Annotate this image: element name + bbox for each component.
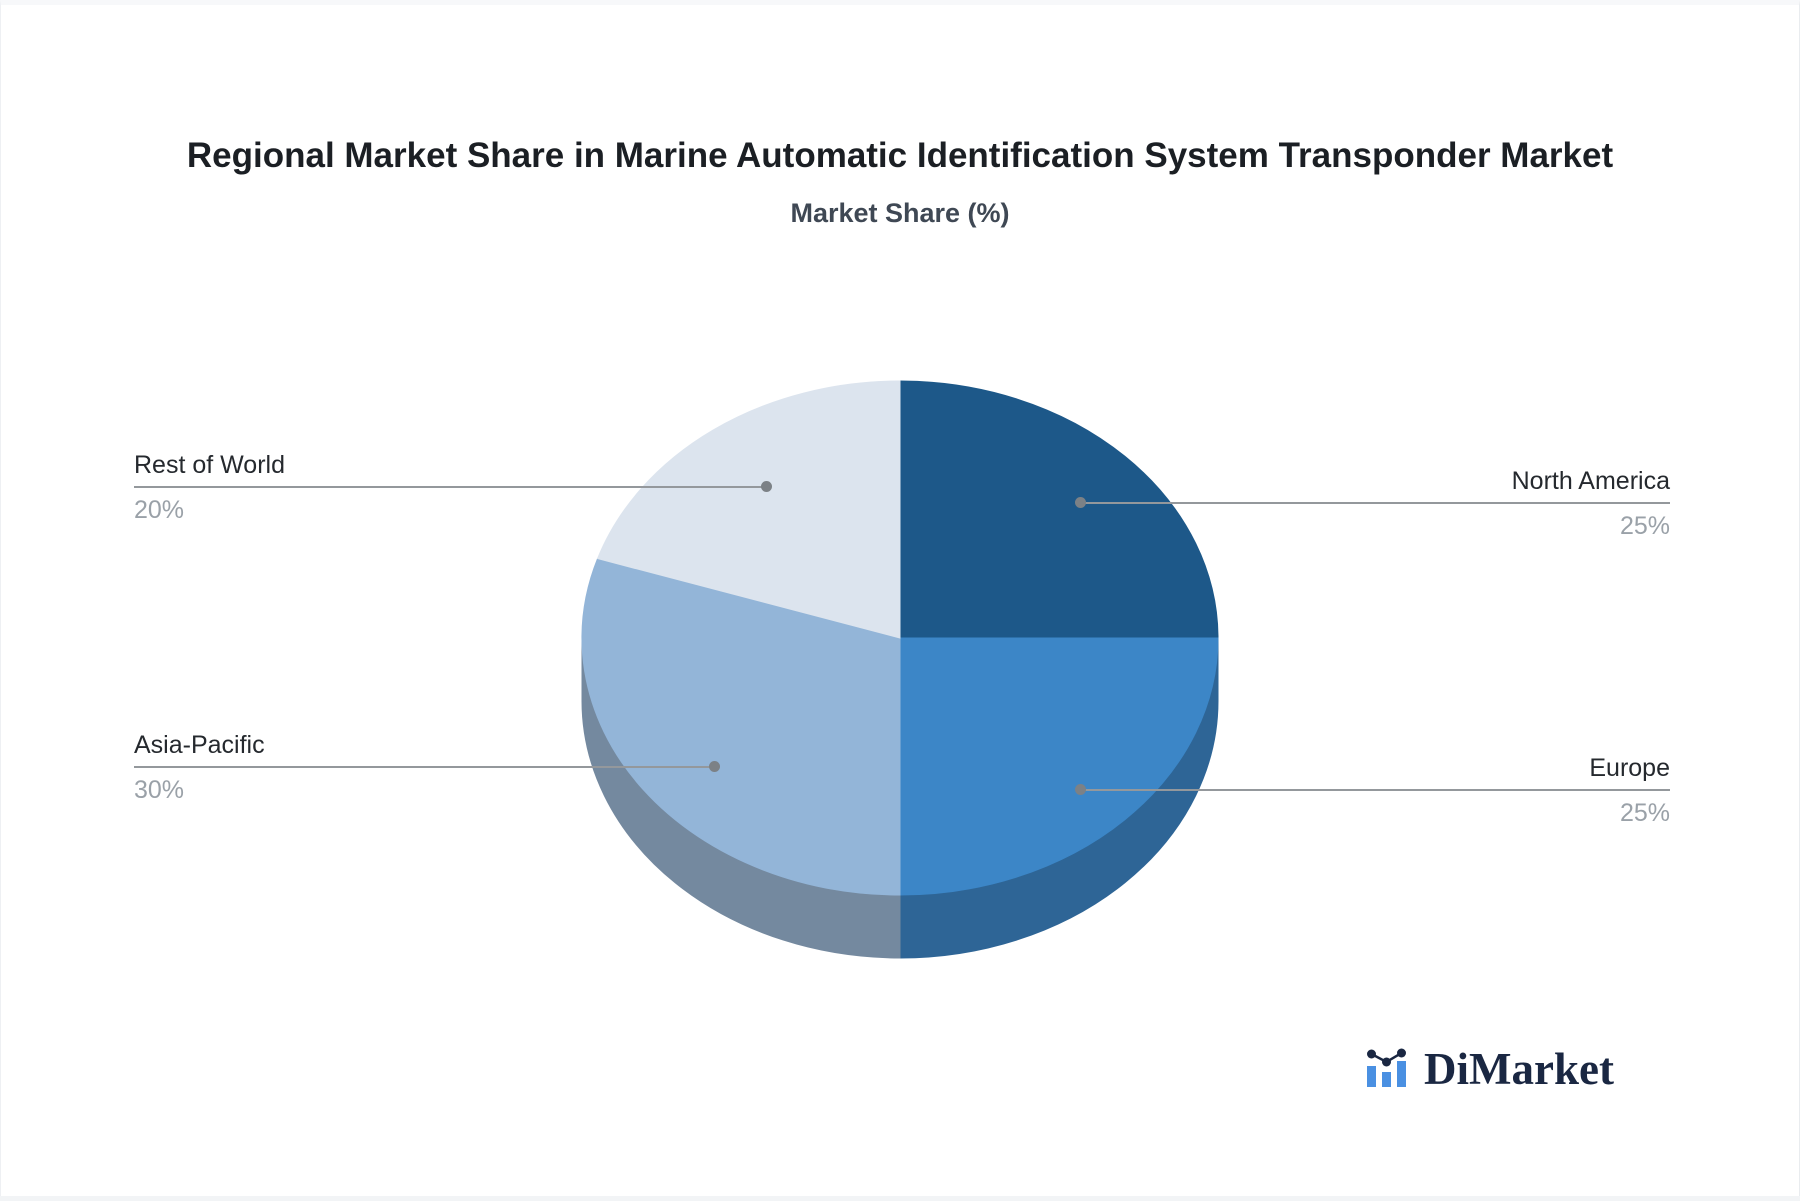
callout-category-label: North America [1511,467,1670,495]
pie-chart [581,380,1219,959]
callout-percent-label: 25% [1619,799,1670,827]
callout-leader-line [1081,789,1670,791]
pie-slice-europe[interactable] [899,637,1219,896]
pie-slice-rest-of-world[interactable] [596,380,901,639]
callout-category-label: Rest of World [134,451,285,479]
dimarket-logo-icon [1367,1048,1406,1087]
callout-leader-line [134,766,714,768]
chart-subtitle: Market Share (%) [790,198,1010,228]
callout-leader-line [1081,502,1670,504]
brand-logo-text: DiMarket [1424,1044,1614,1094]
callout-anchor-dot [761,481,772,492]
callout-percent-label: 20% [134,496,185,524]
chart-title: Regional Market Share in Marine Automati… [186,136,1614,175]
callout-percent-label: 30% [134,776,185,804]
callout-category-label: Europe [1589,754,1670,782]
brand-logo: DiMarket [1367,1044,1614,1094]
callout-percent-label: 25% [1619,512,1670,540]
callout-leader-line [134,486,766,488]
callout-category-label: Asia-Pacific [134,731,265,759]
callout-anchor-dot [1075,784,1086,795]
callout-anchor-dot [1075,497,1086,508]
pie-slice-asia-pacific[interactable] [581,557,901,896]
callout-anchor-dot [709,761,720,772]
pie-slice-north-america[interactable] [899,380,1219,639]
